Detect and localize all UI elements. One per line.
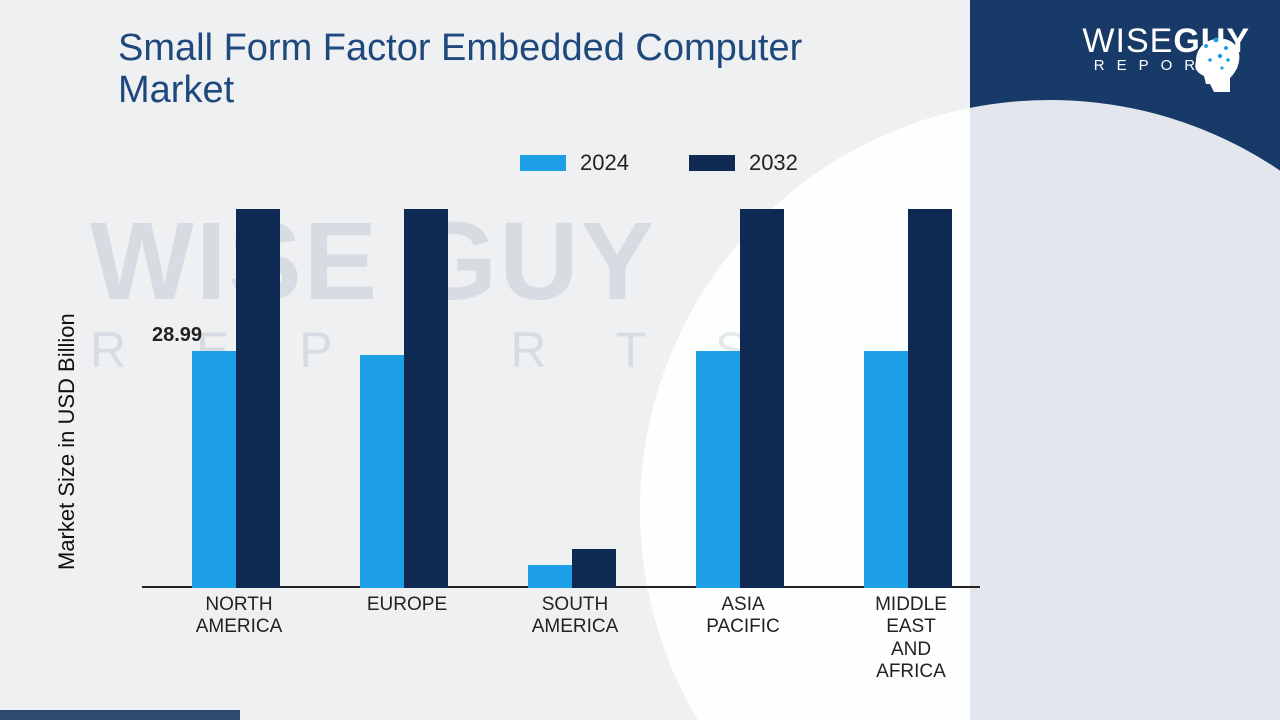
bar xyxy=(696,351,740,588)
legend-label-2024: 2024 xyxy=(580,150,629,176)
x-axis-label: MIDDLEEASTANDAFRICA xyxy=(841,594,981,684)
bar xyxy=(236,209,280,588)
bar xyxy=(864,351,908,588)
legend: 2024 2032 xyxy=(520,150,798,176)
legend-swatch-2024 xyxy=(520,155,566,171)
brand-logo: WISEGUY REPORTS xyxy=(990,22,1250,74)
bar xyxy=(572,549,616,588)
bar xyxy=(740,209,784,588)
chart-title: Small Form Factor Embedded Computer Mark… xyxy=(118,28,878,112)
y-axis-label: Market Size in USD Billion xyxy=(54,313,80,570)
bar-value-label: 28.99 xyxy=(152,324,202,347)
x-axis-label: NORTHAMERICA xyxy=(169,594,309,639)
brand-head-icon xyxy=(1186,26,1242,96)
bar xyxy=(360,355,404,588)
legend-item-2024: 2024 xyxy=(520,150,629,176)
footer-accent-bar xyxy=(0,710,240,720)
x-axis-label: SOUTHAMERICA xyxy=(505,594,645,639)
bar xyxy=(192,351,236,588)
legend-item-2032: 2032 xyxy=(689,150,798,176)
x-axis-label: EUROPE xyxy=(337,594,477,616)
legend-label-2032: 2032 xyxy=(749,150,798,176)
chart-area: Market Size in USD Billion 2024 2032 28.… xyxy=(60,150,980,710)
bar xyxy=(404,209,448,588)
legend-swatch-2032 xyxy=(689,155,735,171)
plot-region: 28.99 xyxy=(142,180,980,588)
brand-name-part1: WISE xyxy=(1082,22,1173,60)
x-axis-label: ASIAPACIFIC xyxy=(673,594,813,639)
bar xyxy=(528,565,572,588)
bar xyxy=(908,209,952,588)
